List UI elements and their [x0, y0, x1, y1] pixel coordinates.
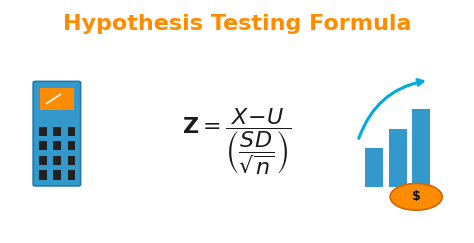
Bar [40, 88, 74, 110]
Bar [67, 156, 75, 165]
FancyBboxPatch shape [33, 81, 81, 186]
Text: Hypothesis Testing Formula: Hypothesis Testing Formula [63, 14, 411, 34]
Bar [67, 170, 75, 180]
Bar [53, 170, 61, 180]
Bar [412, 109, 430, 187]
Bar [39, 170, 46, 180]
Bar [389, 129, 407, 187]
Bar [67, 127, 75, 136]
Text: $: $ [412, 190, 420, 203]
Bar [53, 156, 61, 165]
Circle shape [390, 183, 442, 210]
Bar [39, 141, 46, 150]
Bar [365, 148, 383, 187]
Bar [53, 141, 61, 150]
Bar [39, 127, 46, 136]
Bar [67, 141, 75, 150]
Bar [53, 127, 61, 136]
Text: $\mathbf{Z} = \dfrac{X\!-\!U}{\left(\dfrac{SD}{\sqrt{n}}\right)}$: $\mathbf{Z} = \dfrac{X\!-\!U}{\left(\dfr… [182, 106, 292, 176]
Bar [39, 156, 46, 165]
